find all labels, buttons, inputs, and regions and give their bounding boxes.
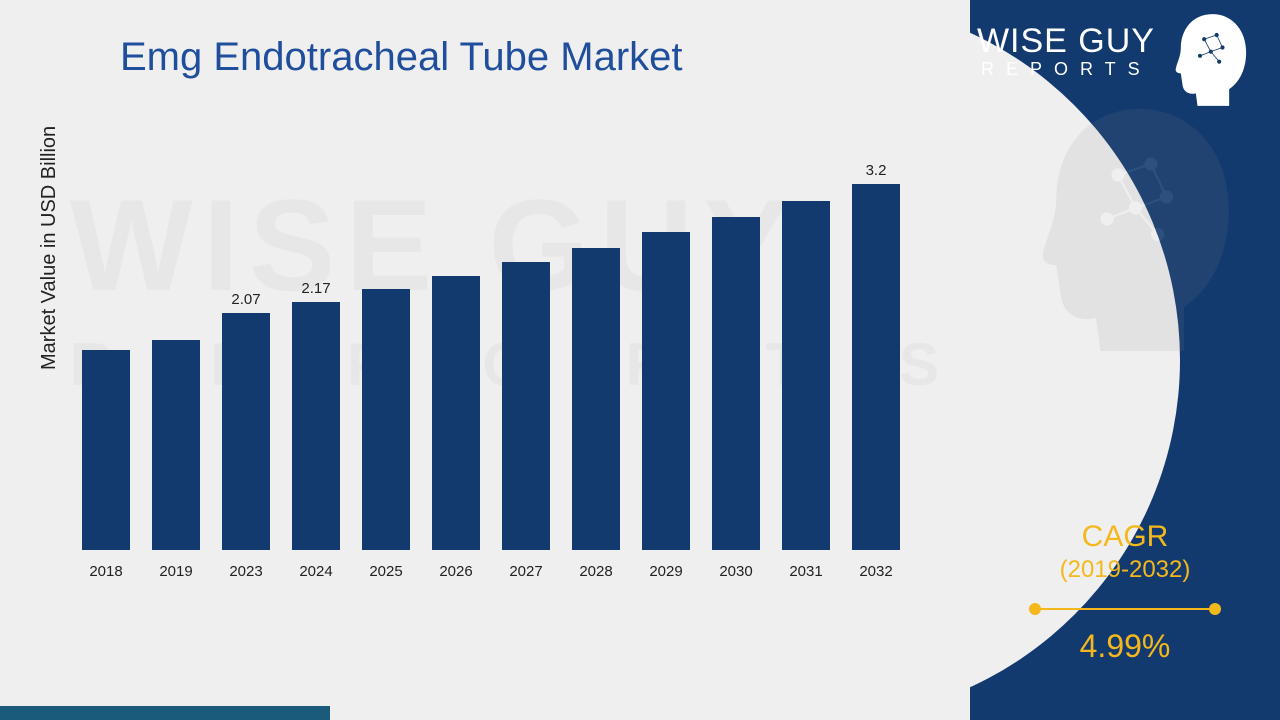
x-axis-label: 2018 [80,563,132,580]
bar-column [710,195,762,550]
x-axis-label: 2025 [360,563,412,580]
bar-column: 2.07 [220,291,272,550]
bar-rect [782,201,830,550]
bar-rect [432,276,480,550]
x-axis-label: 2030 [710,563,762,580]
cagr-years: (2019-2032) [1010,556,1240,584]
bar-rect [712,217,760,550]
bar-column [500,240,552,550]
x-axis-label: 2031 [780,563,832,580]
bar-rect [502,262,550,550]
page-root: WISE GUY R E P O R T S Emg Endotracheal … [0,0,1280,720]
bar-value-label: 2.07 [231,291,260,309]
cagr-value: 4.99% [1010,628,1240,665]
cagr-divider-line [1035,608,1215,610]
chart-area: 2.07 2.17 3.2 2018 2019 2023 2024 2025 2026 2027… [80,150,910,580]
bar-column: 2.17 [290,280,342,550]
x-axis-label: 2023 [220,563,272,580]
bar-rect [642,232,690,550]
bar-column [640,210,692,550]
bar-rect [152,340,200,550]
bar-rect [852,184,900,550]
cagr-block: CAGR (2019-2032) 4.99% [1010,520,1240,665]
bar-rect [222,313,270,550]
x-axis-label: 2026 [430,563,482,580]
bar-value-label: 3.2 [866,162,887,180]
brand-logo-text: WISE GUY REPORTS [977,22,1155,80]
chart-title: Emg Endotracheal Tube Market [120,35,683,80]
bar-column [430,254,482,550]
head-watermark-icon [1030,90,1250,370]
bar-value-label: 2.17 [301,280,330,298]
x-axis-label: 2032 [850,563,902,580]
bar-column [80,328,132,550]
x-axis-label: 2029 [640,563,692,580]
bar-rect [292,302,340,550]
brand-sub: REPORTS [977,59,1155,80]
bar-column [780,179,832,550]
brand-head-icon [1165,10,1260,110]
brand-main: WISE GUY [977,22,1155,61]
x-axis-label: 2019 [150,563,202,580]
x-labels-row: 2018 2019 2023 2024 2025 2026 2027 2028 2029 2030… [80,563,910,580]
x-axis-label: 2024 [290,563,342,580]
bars-container: 2.07 2.17 3.2 [80,150,910,550]
bottom-accent-bar [0,706,330,720]
x-axis-label: 2028 [570,563,622,580]
bar-column: 3.2 [850,162,902,550]
x-axis-label: 2027 [500,563,552,580]
bar-rect [82,350,130,550]
y-axis-label: Market Value in USD Billion [38,126,61,370]
cagr-title: CAGR [1010,520,1240,554]
bar-rect [572,248,620,550]
bar-column [360,267,412,550]
bar-column [150,318,202,550]
bar-column [570,226,622,550]
bar-rect [362,289,410,550]
